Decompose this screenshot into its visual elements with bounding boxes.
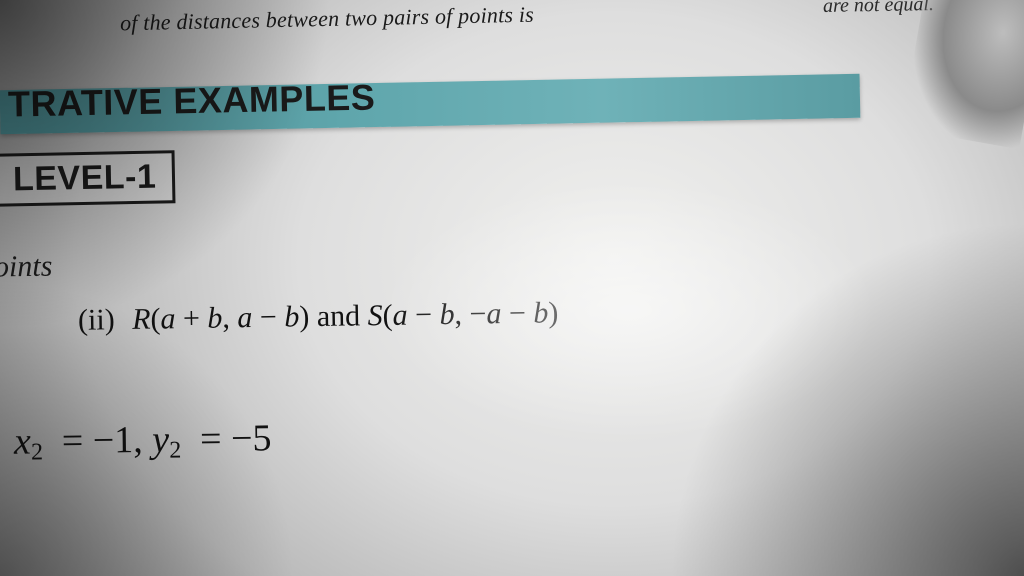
eq-y-var: y	[152, 419, 169, 461]
eq-x-var: x	[14, 421, 31, 463]
page-curl	[901, 0, 1024, 149]
eq-y-sub: 2	[169, 437, 181, 463]
eq-sep: ,	[133, 419, 153, 461]
level-box: LEVEL-1	[0, 150, 176, 207]
line-fragment-distances: of the distances between two pairs of po…	[120, 2, 534, 37]
heading-fragment-points: oints	[0, 249, 53, 284]
line-fragment-not-equal: are not equal.	[823, 0, 934, 18]
textbook-page: of the distances between two pairs of po…	[0, 0, 1024, 576]
equation-line: x2 = −1, y2 = −5	[14, 416, 272, 467]
example-item-ii: (ii) R(a + b, a − b) and S(a − b, −a − b…	[78, 296, 559, 338]
eq-x-sub: 2	[31, 439, 43, 465]
level-label: LEVEL-1	[13, 158, 157, 199]
eq-y-val: −5	[231, 417, 272, 460]
section-banner-title: TRATIVE EXAMPLES	[8, 76, 376, 125]
eq-x-val: −1	[93, 419, 134, 462]
item-numeral: (ii)	[78, 303, 115, 337]
item-expression: R(a + b, a − b) and S(a − b, −a − b)	[132, 296, 559, 336]
